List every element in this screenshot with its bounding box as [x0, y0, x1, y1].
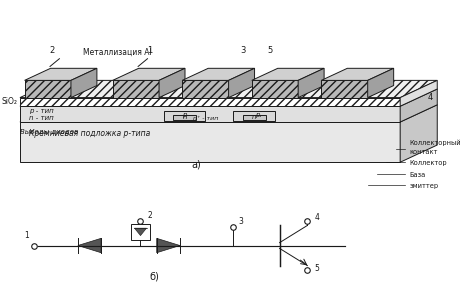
Polygon shape	[71, 68, 97, 98]
Text: 3: 3	[240, 46, 245, 55]
Polygon shape	[182, 68, 255, 80]
Polygon shape	[233, 110, 275, 121]
Text: n⁺ - тип: n⁺ - тип	[193, 116, 218, 121]
Text: 2: 2	[147, 211, 152, 220]
Text: 1: 1	[25, 231, 29, 240]
Text: n - тип: n - тип	[29, 115, 54, 121]
Text: Кремниевая подложка р-типа: Кремниевая подложка р-типа	[29, 129, 150, 138]
Polygon shape	[252, 68, 324, 80]
Text: а): а)	[191, 160, 201, 170]
Text: n: n	[182, 115, 187, 120]
Text: б): б)	[149, 272, 159, 282]
Text: 4: 4	[314, 213, 319, 222]
Polygon shape	[243, 115, 266, 120]
Polygon shape	[131, 224, 150, 240]
Polygon shape	[228, 68, 255, 98]
Polygon shape	[113, 80, 159, 98]
Polygon shape	[321, 68, 394, 80]
Polygon shape	[298, 68, 324, 98]
Polygon shape	[20, 98, 400, 106]
Text: Коллектор: Коллектор	[410, 160, 447, 166]
Text: 2: 2	[50, 46, 55, 55]
Polygon shape	[25, 68, 97, 80]
Polygon shape	[157, 238, 180, 253]
Text: эмиттер: эмиттер	[410, 183, 438, 189]
Polygon shape	[368, 68, 394, 98]
Polygon shape	[164, 110, 205, 121]
Text: n: n	[252, 115, 256, 120]
Polygon shape	[20, 106, 400, 122]
Polygon shape	[20, 105, 437, 122]
Text: p.: p.	[255, 113, 262, 118]
Text: контакт: контакт	[410, 148, 438, 155]
Polygon shape	[113, 68, 185, 80]
Polygon shape	[159, 68, 185, 98]
Polygon shape	[173, 115, 196, 120]
Text: Металлизация Al: Металлизация Al	[82, 48, 151, 57]
Text: 5: 5	[314, 264, 319, 273]
Polygon shape	[400, 80, 437, 106]
Polygon shape	[252, 80, 298, 98]
Text: 1: 1	[147, 46, 153, 55]
Text: 5: 5	[268, 46, 273, 55]
Polygon shape	[400, 105, 437, 162]
Polygon shape	[20, 122, 400, 162]
Polygon shape	[25, 80, 71, 98]
Text: SiO₂: SiO₂	[1, 97, 18, 106]
Text: Коллекторный: Коллекторный	[410, 139, 461, 146]
Text: 4: 4	[428, 93, 433, 102]
Text: p: p	[182, 113, 187, 118]
Text: p - тип: p - тип	[29, 108, 54, 114]
Polygon shape	[182, 80, 228, 98]
Polygon shape	[321, 80, 368, 98]
Text: Выводы диодов: Выводы диодов	[20, 128, 78, 134]
Polygon shape	[78, 238, 101, 253]
Text: 3: 3	[239, 217, 244, 226]
Polygon shape	[135, 228, 146, 235]
Text: База: База	[410, 172, 426, 177]
Polygon shape	[20, 89, 437, 106]
Polygon shape	[400, 89, 437, 122]
Polygon shape	[20, 80, 437, 98]
